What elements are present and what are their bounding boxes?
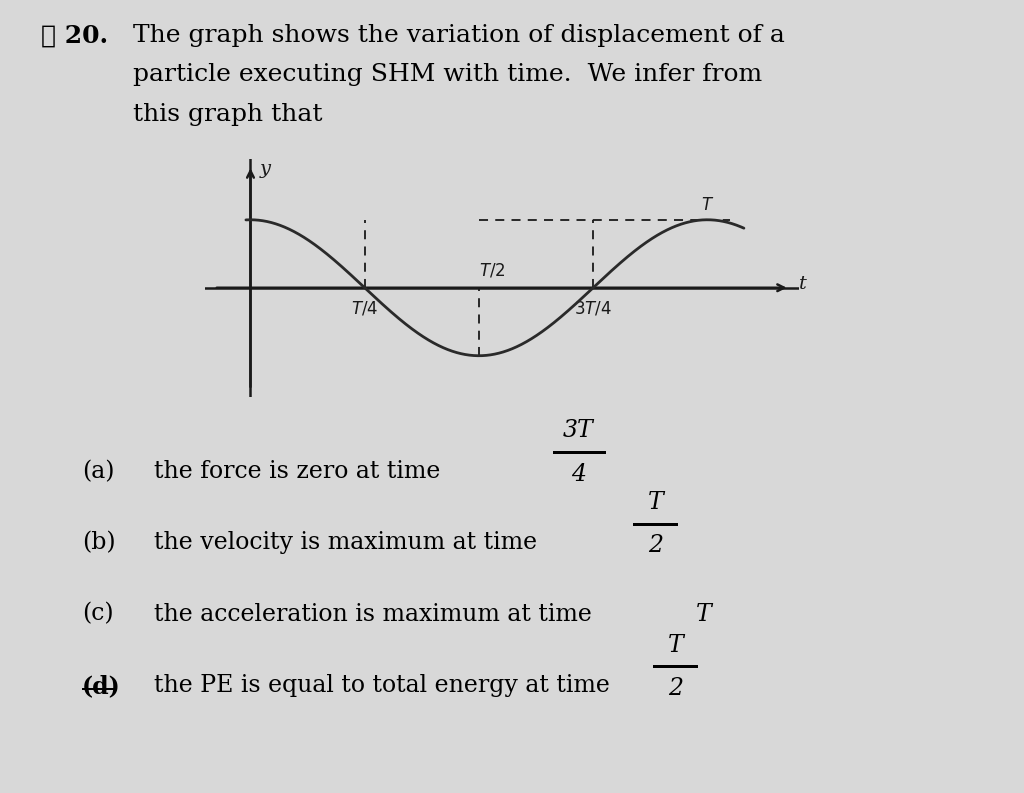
Text: T: T [647, 491, 664, 514]
Text: $T$: $T$ [700, 197, 714, 214]
Text: 2: 2 [648, 534, 663, 557]
Text: The graph shows the variation of displacement of a: The graph shows the variation of displac… [133, 24, 785, 47]
Text: the force is zero at time: the force is zero at time [154, 460, 440, 483]
Text: the PE is equal to total energy at time: the PE is equal to total energy at time [154, 674, 609, 697]
Text: T: T [696, 603, 712, 626]
Text: 2: 2 [669, 677, 683, 700]
Text: $T/2$: $T/2$ [479, 262, 505, 280]
Text: the acceleration is maximum at time: the acceleration is maximum at time [154, 603, 592, 626]
Text: (a): (a) [82, 460, 115, 483]
Text: this graph that: this graph that [133, 103, 323, 126]
Text: $3T/4$: $3T/4$ [574, 300, 612, 318]
Text: (b): (b) [82, 531, 116, 554]
Text: ★ 20.: ★ 20. [41, 24, 109, 48]
Text: $T/4$: $T/4$ [351, 300, 378, 318]
Text: t: t [799, 275, 807, 293]
Text: T: T [668, 634, 684, 657]
Text: (d): (d) [82, 674, 121, 698]
Text: (c): (c) [82, 603, 114, 626]
Text: y: y [260, 160, 270, 178]
Text: 3T: 3T [563, 419, 594, 442]
Text: 4: 4 [571, 463, 586, 486]
Text: the velocity is maximum at time: the velocity is maximum at time [154, 531, 537, 554]
Text: particle executing SHM with time.  We infer from: particle executing SHM with time. We inf… [133, 63, 762, 86]
